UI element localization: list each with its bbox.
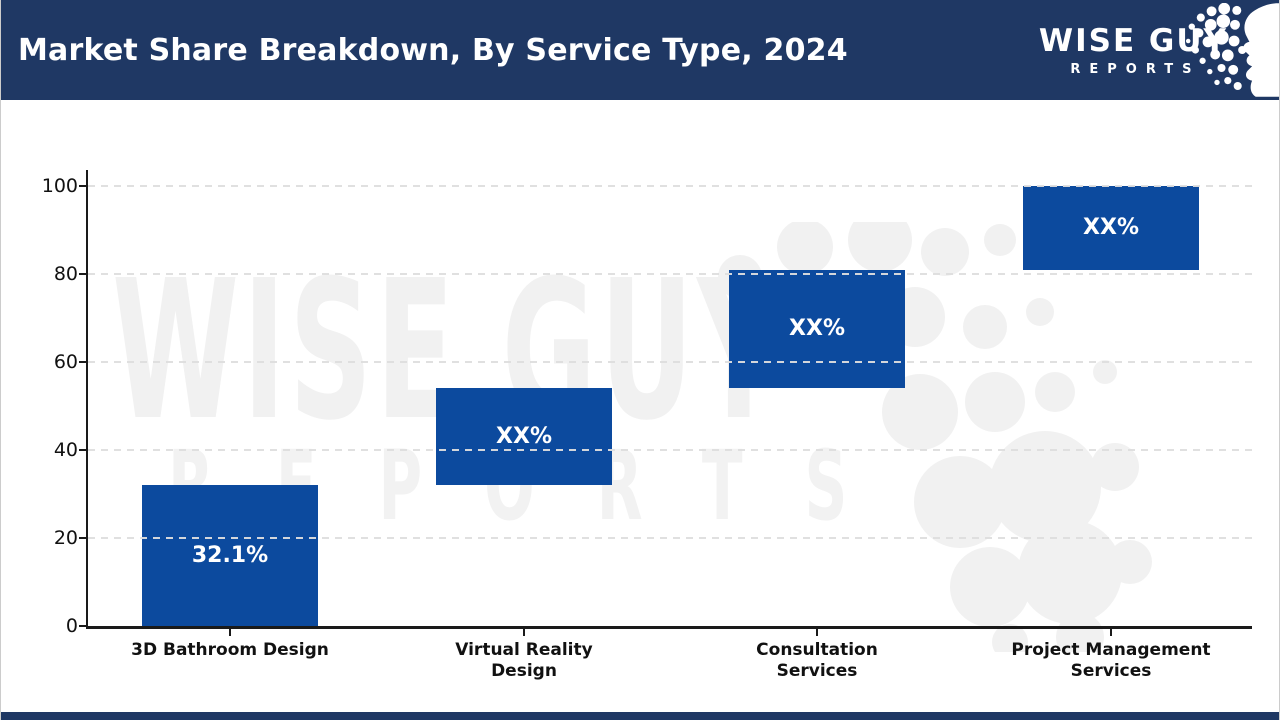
y-axis-tick-mark — [79, 273, 88, 275]
x-axis-category-label: 3D Bathroom Design — [131, 640, 329, 660]
bar-value-label: XX% — [789, 316, 845, 342]
bar-value-label: XX% — [496, 423, 552, 449]
y-axis-tick-label: 0 — [65, 615, 78, 637]
x-axis-line — [86, 626, 1252, 629]
y-axis-line — [86, 170, 88, 628]
y-axis-tick-mark — [79, 625, 88, 627]
gridline — [88, 537, 1252, 539]
x-axis-tick-mark — [523, 628, 525, 636]
y-axis-tick-mark — [79, 361, 88, 363]
logo-wordmark: WISE GUY REPORTS — [1039, 23, 1228, 77]
gridline — [88, 273, 1252, 275]
gridline — [88, 361, 1252, 363]
y-axis-tick-label: 100 — [41, 175, 78, 197]
x-axis-tick-mark — [816, 628, 818, 636]
footer-bar — [0, 712, 1280, 720]
gridline — [88, 449, 1252, 451]
y-axis-tick-label: 20 — [53, 527, 78, 549]
x-axis-tick-mark — [229, 628, 231, 636]
bar-segment: 32.1% — [142, 484, 318, 626]
bar-value-label: 32.1% — [191, 542, 269, 568]
header-bar: Market Share Breakdown, By Service Type,… — [0, 0, 1280, 100]
y-axis-tick-label: 60 — [53, 351, 78, 373]
y-axis-tick-mark — [79, 449, 88, 451]
logo-face-icon — [1185, 3, 1280, 97]
x-axis-tick-mark — [1110, 628, 1112, 636]
bar-value-label: XX% — [1083, 215, 1139, 241]
bar-segment: XX% — [1023, 186, 1199, 270]
y-axis-tick-label: 40 — [53, 439, 78, 461]
y-axis-tick-mark — [79, 537, 88, 539]
y-axis-tick-label: 80 — [53, 263, 78, 285]
page-title: Market Share Breakdown, By Service Type,… — [18, 32, 848, 68]
logo-sub-text: REPORTS — [1070, 62, 1201, 77]
brand-logo: WISE GUY REPORTS — [1039, 0, 1280, 100]
gridline — [88, 185, 1252, 187]
x-axis-category-label: Virtual Reality Design — [455, 640, 593, 681]
bar-segment: XX% — [729, 269, 905, 388]
x-axis-category-label: Consultation Services — [756, 640, 878, 681]
x-axis-category-label: Project Management Services — [1011, 640, 1211, 681]
y-axis-tick-mark — [79, 185, 88, 187]
bar-segment: XX% — [436, 387, 612, 485]
